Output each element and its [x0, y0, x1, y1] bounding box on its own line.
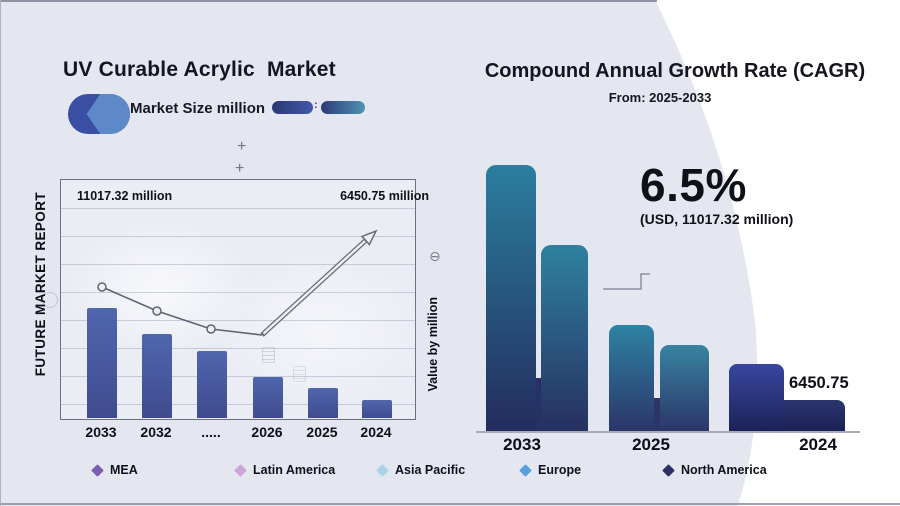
gridline: [61, 404, 415, 405]
left-axis-title: FUTURE MARKET REPORT: [33, 192, 48, 377]
cagr-bar-2025: [609, 325, 654, 432]
left-border: [0, 0, 1, 506]
x-label-2025: 2025: [632, 435, 670, 454]
gridline: [61, 320, 415, 321]
max-value-annotation: 11017.32 million: [77, 189, 173, 203]
bar-pair-joiner: [654, 398, 660, 432]
x-label-2024: 2024: [799, 435, 837, 454]
x-label-2026: 2026: [251, 424, 283, 440]
brand-logo-facet: [86, 94, 130, 134]
legend-item-europe: Europe: [519, 463, 582, 477]
legend-diamond-icon: [234, 463, 247, 477]
legend-label: North America: [681, 463, 767, 477]
legend-item-north-america: North America: [662, 463, 767, 477]
legend-diamond-icon: [376, 463, 389, 477]
x-label-2033: 2033: [85, 424, 117, 440]
x-axis-line: [476, 431, 860, 433]
value-label-2024: 6450.75: [789, 374, 849, 392]
watermark-doc-icon: [293, 366, 306, 382]
legend-label: Latin America: [253, 463, 336, 477]
market-size-bar: [253, 377, 283, 418]
plus-icon: +: [237, 138, 247, 155]
plus-icon: +: [235, 160, 245, 177]
gridline: [61, 236, 415, 237]
cagr-bar-2024: [784, 400, 845, 432]
gridline: [61, 208, 415, 209]
trend-line-and-arrow: [97, 229, 378, 337]
cagr-title: Compound Annual Growth Rate (CAGR): [484, 60, 866, 82]
legend-label: MEA: [110, 463, 138, 477]
decorative-pill-left: [272, 101, 313, 114]
pill-separator: :: [314, 99, 318, 111]
min-value-annotation: 6450.75 million: [340, 189, 429, 203]
legend-label: Asia Pacific: [395, 463, 466, 477]
market-size-label: Market Size million: [130, 100, 266, 117]
decorative-pill-right: [321, 101, 365, 114]
legend-diamond-icon: [91, 463, 104, 477]
watermark-doc-icon: [262, 347, 275, 363]
bottom-border: [0, 503, 900, 505]
cagr-bar-2024: [729, 364, 784, 432]
legend-diamond-icon: [662, 463, 675, 477]
page-title: UV Curable Acrylic Market: [63, 58, 336, 81]
cagr-bar-2025: [660, 345, 709, 432]
cagr-bar-2033: [486, 165, 536, 432]
watermark-circle: [42, 292, 58, 308]
gridline: [61, 264, 415, 265]
market-size-bar: [362, 400, 392, 418]
legend-label: Europe: [538, 463, 582, 477]
legend-item-latin-america: Latin America: [234, 463, 336, 477]
cagr-bar-2033: [541, 245, 588, 432]
gridline: [61, 348, 415, 349]
cagr-note: (USD, 11017.32 million): [640, 211, 794, 227]
gridline: [61, 376, 415, 377]
brand-logo-icon: [68, 94, 130, 134]
cagr-value: 6.5%: [640, 159, 747, 211]
legend-item-asia-pacific: Asia Pacific: [376, 463, 466, 477]
x-label-.....: .....: [201, 424, 221, 440]
x-label-2032: 2032: [140, 424, 172, 440]
x-label-2024: 2024: [360, 424, 392, 440]
market-size-bar: [197, 351, 227, 418]
chart-watermark-shape: [211, 250, 431, 410]
cagr-subtitle: From: 2025-2033: [608, 90, 712, 105]
market-size-bar: [87, 308, 117, 418]
x-label-2025: 2025: [306, 424, 338, 440]
gridline: [61, 292, 415, 293]
circle-minus-icon: ⊖: [429, 248, 441, 264]
market-size-bar: [308, 388, 338, 418]
market-size-chart: 11017.32 million 6450.75 million: [60, 179, 431, 420]
bar-pair-joiner: [536, 378, 541, 432]
x-label-2033: 2033: [503, 435, 541, 454]
market-size-bar: [142, 334, 172, 418]
top-border: [0, 0, 657, 2]
legend-diamond-icon: [519, 463, 532, 477]
legend-item-mea: MEA: [91, 463, 138, 477]
